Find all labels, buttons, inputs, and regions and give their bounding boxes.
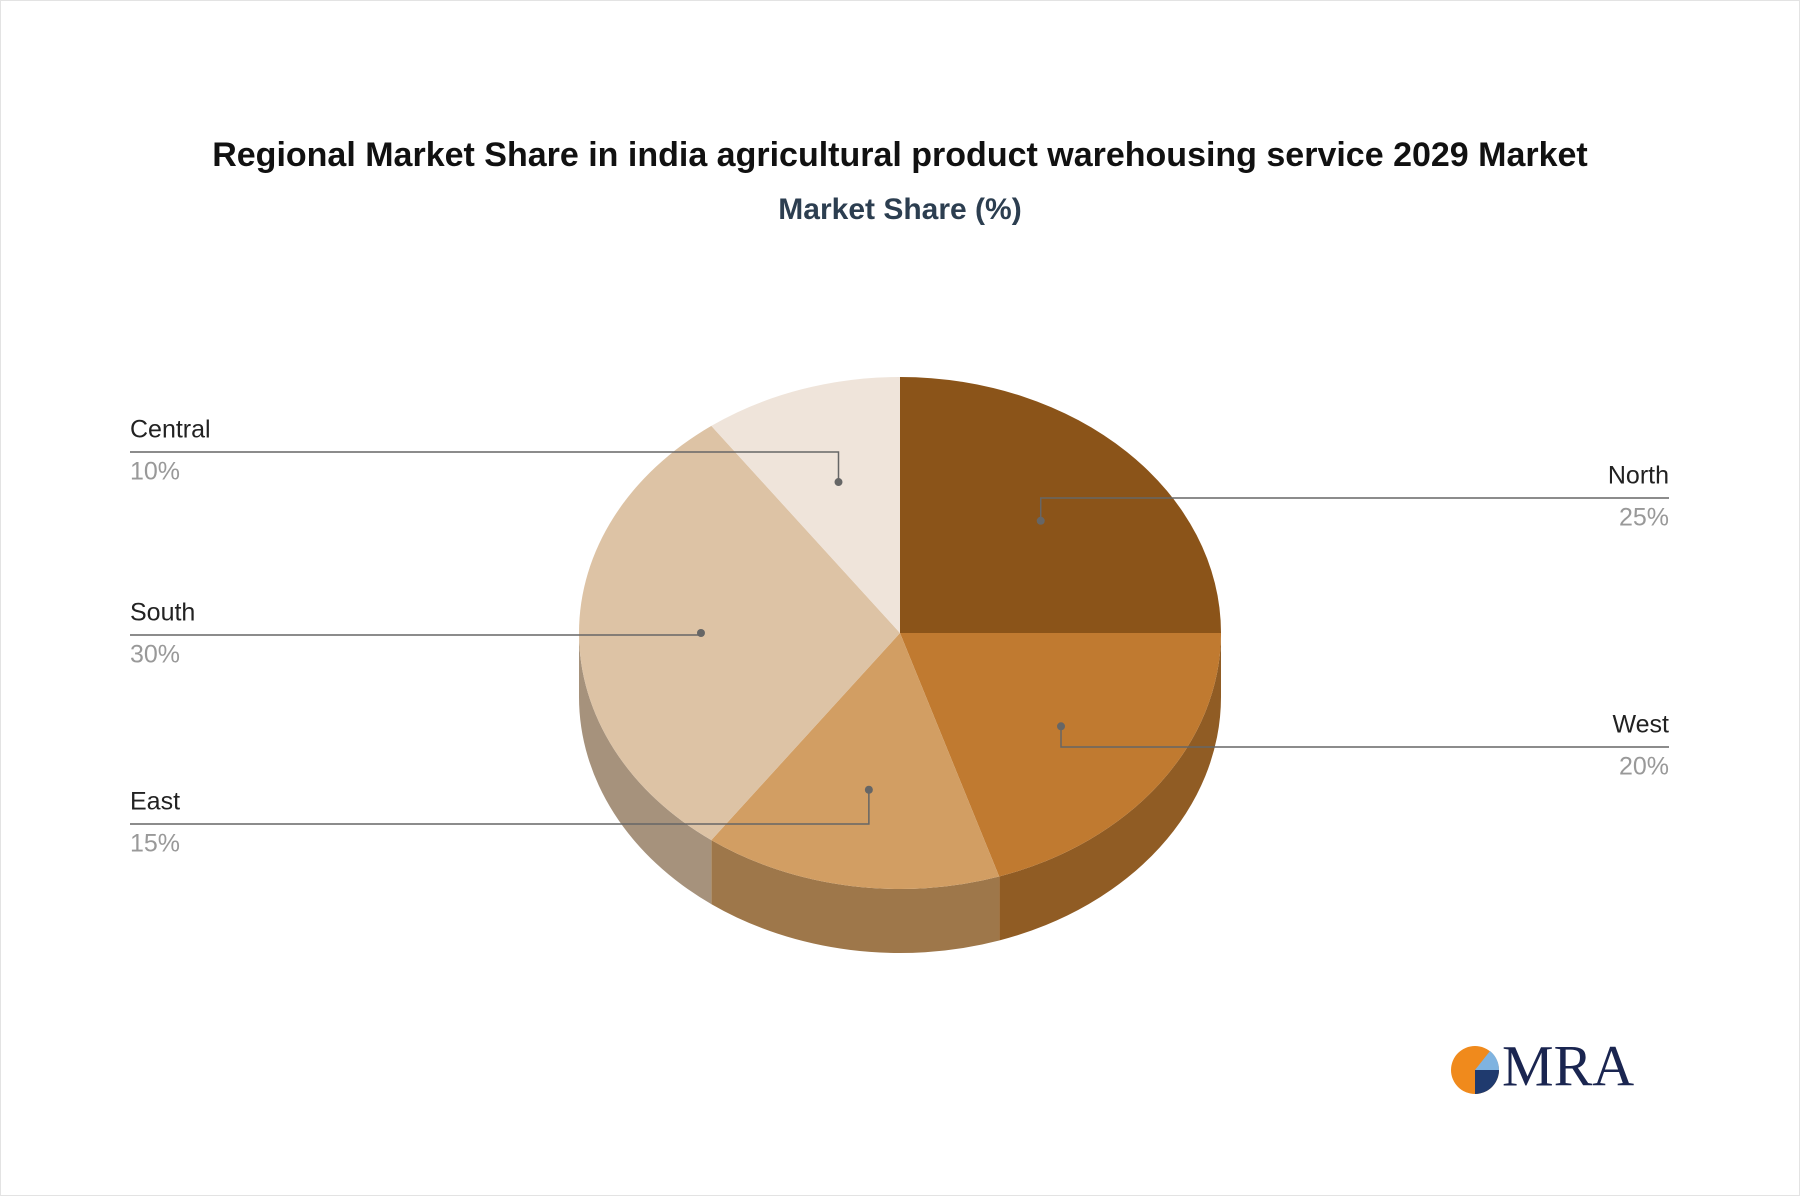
logo-icon-part	[1475, 1051, 1500, 1070]
slice-label: South	[130, 599, 195, 627]
logo-icon-part	[1475, 1070, 1499, 1094]
chart-title: Regional Market Share in india agricultu…	[212, 136, 1588, 174]
slice	[578, 425, 900, 841]
slice-label: West	[1613, 711, 1670, 739]
leader-dot	[696, 629, 705, 637]
slice-value-label: 30%	[130, 641, 180, 669]
slice-value-label: 25%	[1619, 504, 1669, 532]
leader-line	[1060, 726, 1669, 748]
slice	[711, 633, 1000, 889]
leader-dot	[864, 785, 873, 794]
leader-dot	[1057, 722, 1066, 731]
slice	[900, 633, 1221, 877]
leader-line	[130, 789, 870, 825]
slice-label: Central	[130, 416, 211, 444]
logo: MRA	[1451, 1033, 1634, 1098]
slice	[900, 377, 1221, 633]
leader-dot	[834, 478, 843, 487]
slice-value-label: 10%	[130, 458, 180, 486]
leader-line	[1039, 497, 1669, 521]
slice	[711, 377, 900, 633]
slice-side	[579, 633, 712, 905]
slice-value-label: 15%	[130, 830, 180, 858]
slice-value-label: 20%	[1619, 753, 1669, 781]
slice-label: East	[130, 788, 180, 816]
leader-line	[130, 451, 840, 483]
slice-side	[999, 633, 1221, 941]
slice-side	[711, 840, 1000, 953]
logo-text: MRA	[1502, 1033, 1634, 1098]
chart-subtitle: Market Share (%)	[778, 193, 1021, 226]
leader-dot	[1036, 516, 1045, 525]
slice-label: North	[1608, 462, 1669, 490]
